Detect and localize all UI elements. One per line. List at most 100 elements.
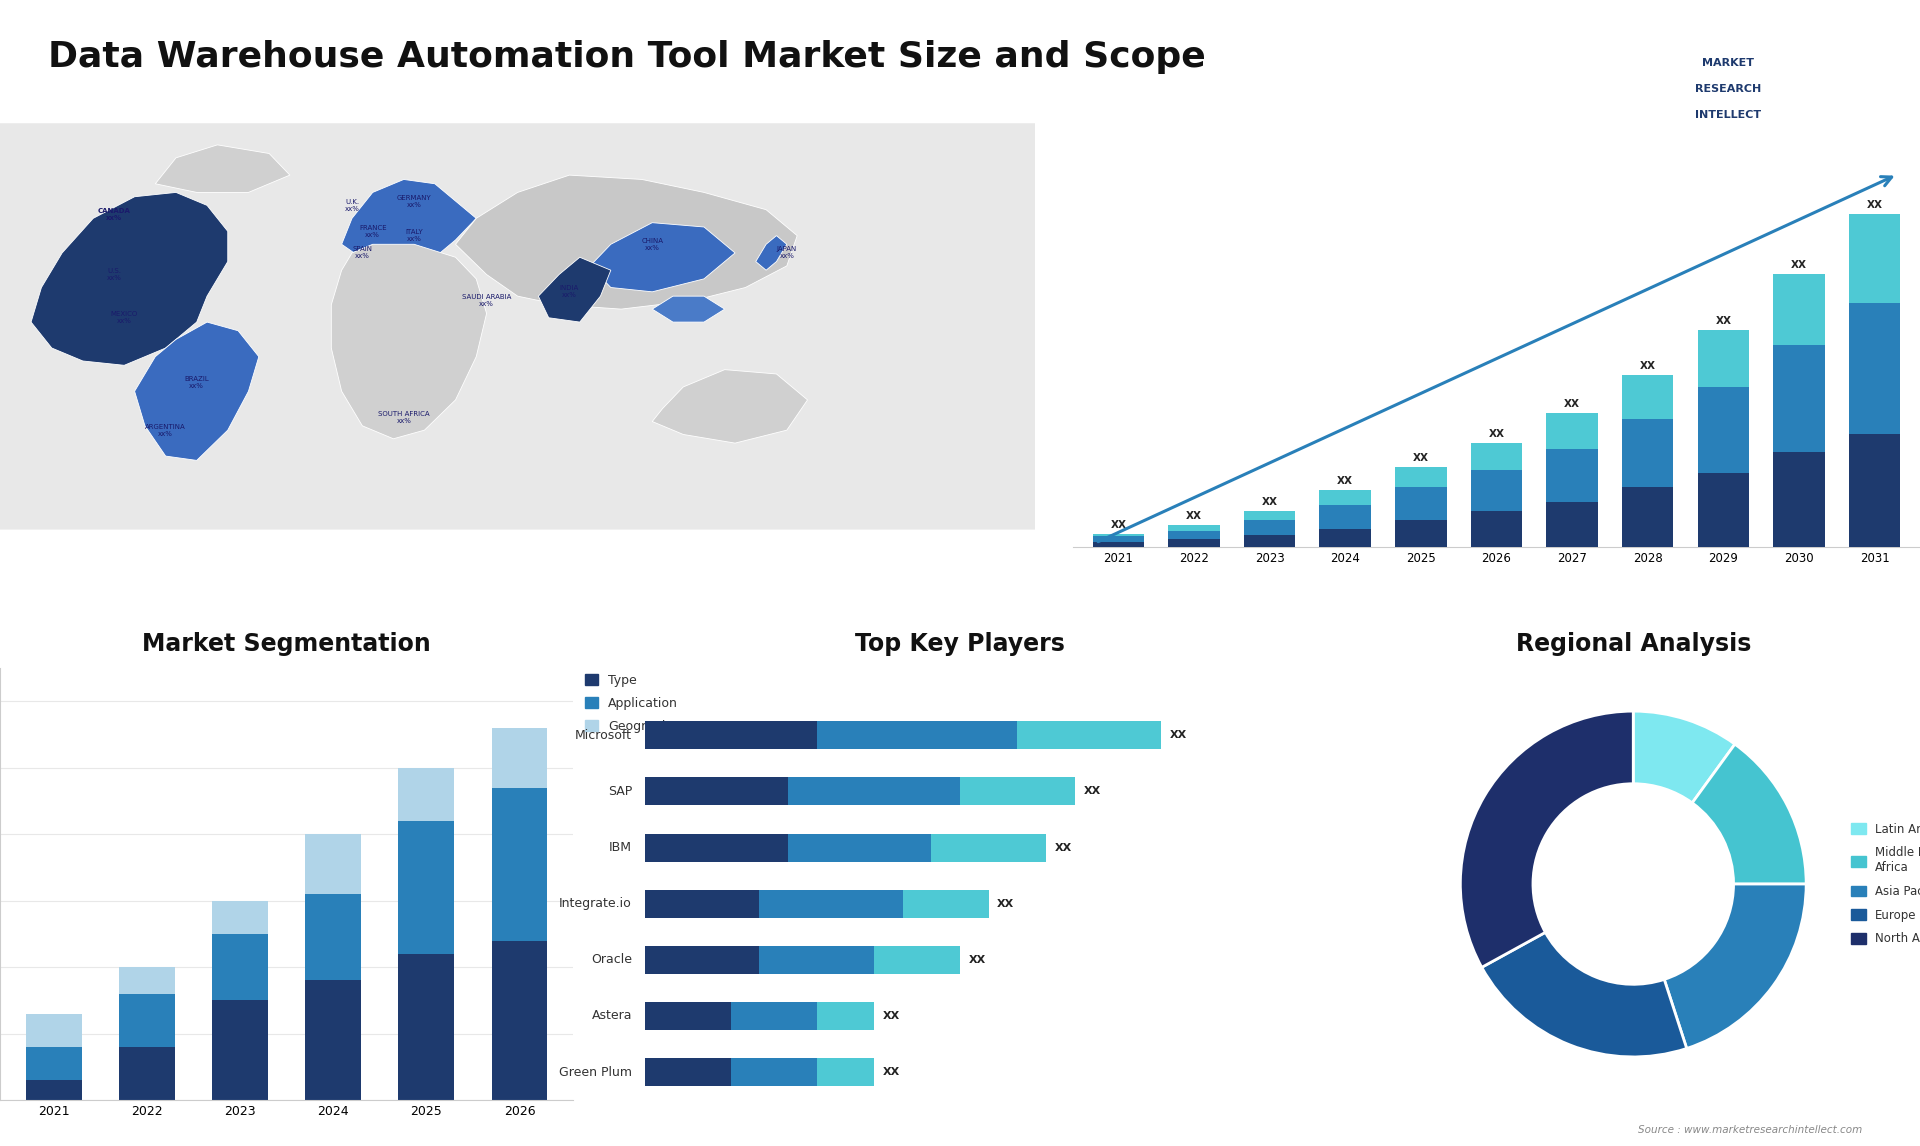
Bar	[1471, 444, 1523, 470]
Bar	[213, 934, 269, 1000]
Text: Astera: Astera	[591, 1010, 632, 1022]
Bar	[1396, 487, 1446, 520]
Text: Source : www.marketresearchintellect.com: Source : www.marketresearchintellect.com	[1638, 1124, 1862, 1135]
Bar	[27, 1081, 83, 1100]
Text: IBM: IBM	[609, 841, 632, 854]
Bar	[645, 889, 758, 918]
Text: GERMANY
xx%: GERMANY xx%	[397, 195, 432, 207]
Bar	[1092, 534, 1144, 536]
Text: XX: XX	[1054, 842, 1071, 853]
Polygon shape	[342, 180, 476, 266]
Bar	[645, 1058, 732, 1086]
Polygon shape	[134, 322, 259, 461]
Wedge shape	[1482, 933, 1686, 1057]
Polygon shape	[332, 244, 486, 439]
Text: ARGENTINA
xx%: ARGENTINA xx%	[146, 424, 186, 437]
Text: XX: XX	[1866, 201, 1884, 211]
Bar	[1697, 386, 1749, 472]
Bar	[1546, 449, 1597, 502]
Text: Oracle: Oracle	[591, 953, 632, 966]
Bar	[931, 833, 1046, 862]
Text: RESEARCH: RESEARCH	[1695, 85, 1761, 94]
Text: MEXICO
xx%: MEXICO xx%	[111, 312, 138, 324]
Bar	[960, 777, 1075, 806]
Bar	[119, 967, 175, 994]
Bar	[1849, 214, 1901, 304]
Bar	[1471, 470, 1523, 511]
Bar	[492, 941, 547, 1100]
Bar	[1697, 330, 1749, 386]
Text: XX: XX	[1488, 429, 1505, 439]
Text: SAP: SAP	[609, 785, 632, 798]
Bar	[213, 901, 269, 934]
Bar	[27, 1047, 83, 1081]
Bar	[645, 777, 787, 806]
Bar	[213, 1000, 269, 1100]
Text: INTELLECT: INTELLECT	[1695, 110, 1761, 119]
Bar	[1396, 466, 1446, 487]
Bar	[1622, 487, 1674, 547]
Bar	[732, 1002, 816, 1030]
Bar	[1167, 531, 1219, 540]
Bar	[1092, 536, 1144, 542]
Bar	[1774, 345, 1824, 452]
Bar	[816, 1002, 874, 1030]
Text: XX: XX	[1187, 511, 1202, 520]
Text: SAUDI ARABIA
xx%: SAUDI ARABIA xx%	[463, 295, 511, 307]
Polygon shape	[653, 296, 724, 322]
Bar	[1018, 721, 1162, 749]
Bar	[1622, 375, 1674, 419]
Text: XX: XX	[883, 1011, 900, 1021]
Text: XX: XX	[1110, 519, 1127, 529]
Title: Top Key Players: Top Key Players	[854, 633, 1066, 657]
Bar	[399, 953, 455, 1100]
Bar	[1774, 274, 1824, 345]
Bar	[399, 821, 455, 953]
Title: Regional Analysis: Regional Analysis	[1515, 633, 1751, 657]
Bar	[305, 834, 361, 894]
Polygon shape	[156, 144, 290, 193]
Bar	[1244, 511, 1296, 520]
Text: XX: XX	[1791, 260, 1807, 269]
Text: XX: XX	[1169, 730, 1187, 740]
FancyBboxPatch shape	[0, 124, 1046, 529]
Bar	[27, 1014, 83, 1047]
Text: BRAZIL
xx%: BRAZIL xx%	[184, 376, 209, 390]
Text: U.S.
xx%: U.S. xx%	[106, 268, 121, 281]
Text: XX: XX	[1640, 361, 1655, 370]
Bar	[1244, 520, 1296, 535]
Wedge shape	[1692, 744, 1807, 884]
Bar	[1849, 434, 1901, 547]
Bar	[1244, 535, 1296, 547]
Text: CHINA
xx%: CHINA xx%	[641, 237, 662, 251]
Bar	[1319, 529, 1371, 547]
Bar	[1849, 304, 1901, 434]
Bar	[874, 945, 960, 974]
Bar	[119, 994, 175, 1047]
Bar	[1092, 542, 1144, 547]
Text: FRANCE
xx%: FRANCE xx%	[359, 225, 386, 238]
Text: MARKET: MARKET	[1701, 58, 1755, 68]
Bar	[758, 945, 874, 974]
Bar	[1546, 502, 1597, 547]
Polygon shape	[538, 257, 611, 322]
Bar	[305, 894, 361, 981]
Polygon shape	[756, 236, 787, 270]
Circle shape	[1532, 784, 1734, 984]
Legend: Type, Application, Geography: Type, Application, Geography	[586, 674, 678, 733]
Bar	[1167, 540, 1219, 547]
Bar	[816, 721, 1018, 749]
Bar	[1622, 419, 1674, 487]
Text: SOUTH AFRICA
xx%: SOUTH AFRICA xx%	[378, 410, 430, 424]
Bar	[305, 981, 361, 1100]
Text: XX: XX	[1565, 399, 1580, 409]
Polygon shape	[589, 222, 735, 292]
Text: Green Plum: Green Plum	[559, 1066, 632, 1078]
Title: Market Segmentation: Market Segmentation	[142, 633, 432, 657]
Text: XX: XX	[1413, 453, 1428, 463]
Wedge shape	[1461, 712, 1634, 967]
Text: XX: XX	[1336, 477, 1354, 486]
Bar	[1319, 490, 1371, 505]
Bar	[1774, 452, 1824, 547]
Text: ITALY
xx%: ITALY xx%	[405, 229, 422, 242]
